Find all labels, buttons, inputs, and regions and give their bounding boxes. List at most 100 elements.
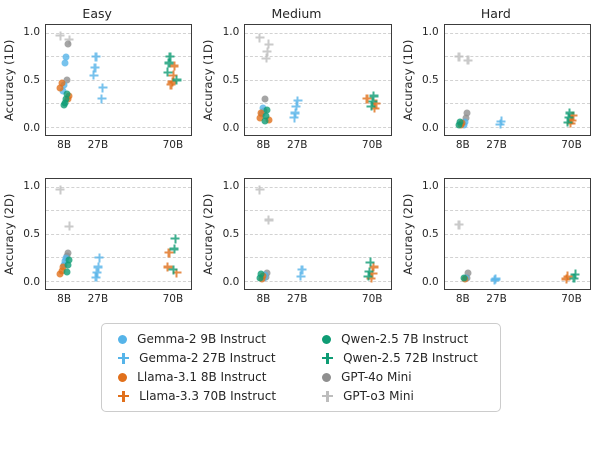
data-point-g27 [97,94,106,104]
data-point-gpto3 [55,185,65,195]
data-point-q7 [60,101,68,109]
data-point-l70 [369,262,379,272]
data-point-g27 [289,113,299,123]
legend: Gemma-2 9B Instruct Gemma-2 27B Instruct… [101,323,501,412]
x-tick: 70B [561,293,582,305]
gridline [245,210,391,211]
data-point-q7 [257,270,265,278]
gemma2-9b-marker-icon [118,334,128,344]
data-point-q7 [263,106,271,114]
data-point-l8 [56,84,64,92]
subplot-easy-1d: Easy Accuracy (1D) 1.0 0.5 0.0 8B 27B 70… [2,6,201,153]
data-point-gpt4o [261,95,269,103]
data-point-q72 [569,273,579,283]
data-point-q7 [65,256,73,264]
data-point-q7 [262,112,270,120]
data-point-l70 [172,268,182,278]
y-axis-ticks: 1.0 0.5 0.0 [217,24,244,136]
data-point-l70 [366,273,376,283]
y-axis-ticks: 1.0 0.5 0.0 [18,178,45,290]
data-point-g27 [94,253,104,262]
y-tick: 1.0 [23,180,40,192]
data-point-gpto3 [64,35,74,45]
x-axis-ticks: 8B 27B 70B [45,136,192,153]
data-point-g9 [259,104,267,112]
data-point-g9 [61,59,69,67]
data-point-l8 [59,263,67,271]
gridline [245,103,391,104]
data-point-q72 [364,267,374,277]
x-axis-ticks: 8B 27B 70B [444,290,591,307]
data-point-gpto3 [55,31,65,41]
plot-area [45,24,193,136]
x-tick: 8B [256,293,271,305]
data-point-gpto3 [454,220,464,230]
y-axis-label: Accuracy (2D) [2,193,16,275]
y-tick: 1.0 [222,26,240,38]
data-point-g9 [61,257,69,265]
gridline [46,32,192,34]
y-tick: 0.5 [23,228,40,240]
data-point-q72 [164,58,174,68]
gridline [245,126,391,128]
y-tick: 0.0 [421,276,439,288]
x-tick: 70B [361,293,383,305]
data-point-g27 [93,262,103,272]
qwen25-7b-marker-icon [322,334,332,344]
subplot-hard-2d: Accuracy (2D) 1.0 0.5 0.0 8B 27B 70B [401,173,600,307]
data-point-q7 [261,117,269,125]
data-point-l70 [370,103,380,113]
data-point-l8 [56,270,64,278]
data-point-gpto3 [264,39,274,49]
gridline [46,233,192,235]
x-tick: 27B [87,293,109,305]
y-axis-label: Accuracy (2D) [201,193,216,275]
gpto3-mini-marker-icon [322,390,334,402]
subplot-title: Easy [82,6,112,21]
data-point-l70 [561,274,571,284]
y-tick: 1.0 [421,180,439,192]
data-point-gpto3 [463,55,473,65]
llama31-8b-marker-icon [118,372,128,382]
data-point-q72 [366,101,376,111]
legend-item: Gemma-2 27B Instruct [118,351,276,365]
data-point-g27 [90,63,100,73]
x-axis-ticks: 8B 27B 70B [244,136,391,153]
data-point-l70 [166,80,176,90]
gridline [444,32,590,34]
data-point-gpto3 [264,215,274,225]
data-point-l70 [362,94,372,104]
gridline [245,186,391,188]
data-point-g27 [290,108,300,118]
y-axis-ticks: 1.0 0.5 0.0 [417,24,444,136]
data-point-l8 [256,114,264,122]
data-point-g27 [98,83,108,93]
y-axis-label: Accuracy (2D) [400,193,415,275]
gridline [444,56,590,57]
gridline [245,233,391,235]
legend-item: Llama-3.3 70B Instruct [118,389,276,403]
legend-label: Llama-3.1 8B Instruct [137,370,267,384]
x-tick: 27B [486,293,507,305]
y-tick: 0.0 [421,122,439,134]
y-axis-ticks: 1.0 0.5 0.0 [417,178,444,290]
legend-item: Qwen-2.5 72B Instruct [322,351,478,365]
y-axis-label: Accuracy (1D) [201,39,216,121]
subplot-title: Hard [480,6,511,21]
data-point-gpt4o [63,76,71,84]
data-point-q72 [368,97,378,107]
data-point-g9 [62,53,70,60]
plot-area [244,24,392,136]
x-tick: 8B [57,139,72,151]
x-tick: 27B [87,139,109,151]
subplot-easy-2d: Accuracy (2D) 1.0 0.5 0.0 8B 27B 70B [2,173,201,307]
y-axis-label: Accuracy (1D) [400,39,415,121]
gpt4o-mini-marker-icon [322,372,332,382]
x-tick: 70B [561,139,582,151]
x-tick: 27B [286,293,308,305]
gridline [46,56,192,57]
data-point-l70 [368,268,378,278]
data-point-l70 [164,248,174,258]
gridline [245,257,391,258]
data-point-l8 [58,267,66,275]
